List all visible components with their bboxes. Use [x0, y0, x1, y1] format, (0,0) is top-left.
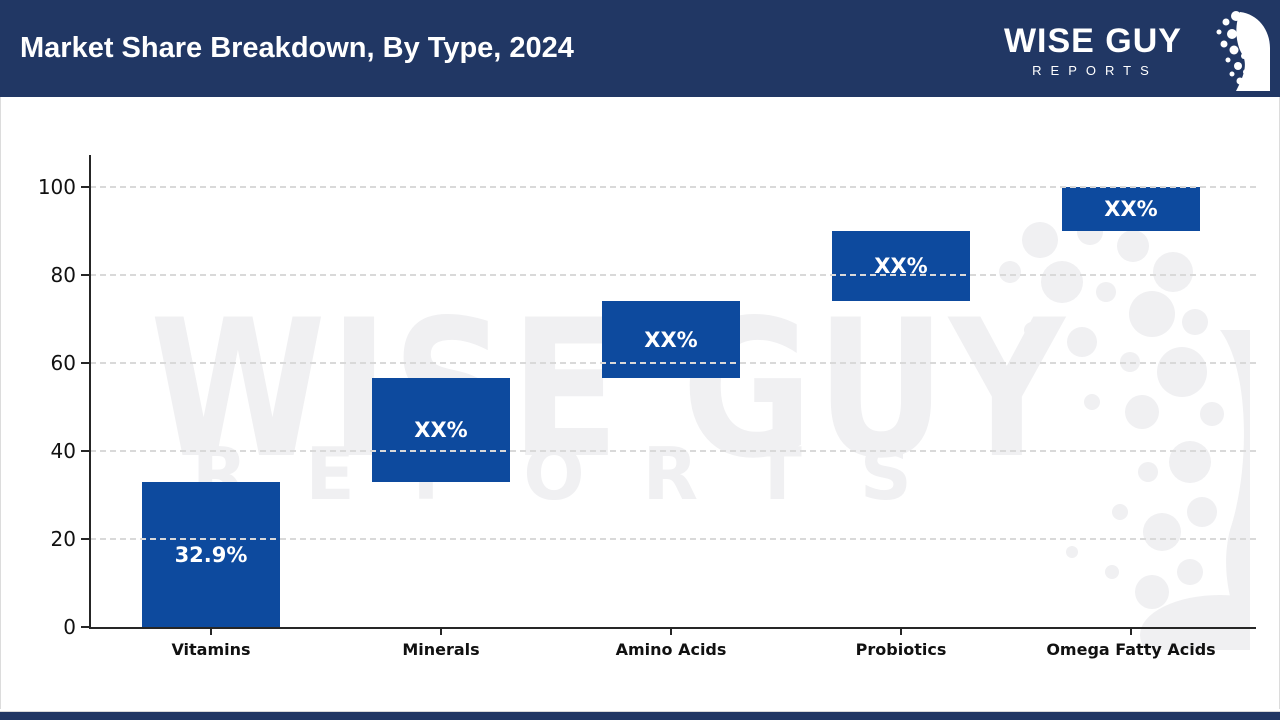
y-axis-spine: [89, 155, 91, 629]
y-tick: [81, 274, 89, 276]
x-tick-label: Omega Fatty Acids: [1046, 640, 1216, 659]
wise-guy-logo: WISE GUY REPORTS: [1004, 0, 1270, 97]
y-tick-label: 100: [37, 175, 76, 199]
x-tick: [210, 629, 212, 635]
gridline: [90, 362, 1256, 364]
x-tick: [1130, 629, 1132, 635]
bar-value-label: XX%: [1104, 197, 1158, 221]
footer-bar: [0, 712, 1280, 720]
x-tick-label: Probiotics: [855, 640, 947, 659]
y-tick: [81, 450, 89, 452]
gridline: [90, 186, 1256, 188]
y-tick-label: 60: [50, 351, 76, 375]
chart-title: Market Share Breakdown, By Type, 2024: [20, 32, 574, 64]
y-tick: [81, 626, 89, 628]
logo-wordmark: WISE GUY: [1003, 22, 1182, 60]
x-tick: [440, 629, 442, 635]
x-tick-label: Vitamins: [171, 640, 251, 659]
y-tick: [81, 186, 89, 188]
bar-value-label: XX%: [414, 418, 468, 443]
y-tick: [81, 538, 89, 540]
logo-text: WISE GUY REPORTS: [1004, 22, 1182, 78]
bar-value-label: 32.9%: [174, 542, 248, 567]
y-tick-label: 40: [50, 439, 76, 463]
footer-divider: [0, 711, 1280, 712]
y-tick-label: 80: [50, 263, 76, 287]
x-axis-spine: [89, 627, 1256, 629]
bar-omega-fatty-acids: [1062, 187, 1200, 231]
x-tick: [900, 629, 902, 635]
header-bar: Market Share Breakdown, By Type, 2024 WI…: [0, 0, 1280, 97]
bar-probiotics: [832, 231, 970, 302]
bar-minerals: [372, 378, 510, 483]
x-tick: [670, 629, 672, 635]
x-tick-label: Amino Acids: [615, 640, 727, 659]
watermark-face-icon: [999, 219, 1250, 650]
x-tick-label: Minerals: [402, 640, 480, 659]
gridline: [90, 274, 1256, 276]
gridline: [90, 450, 1256, 452]
logo-face-icon: [1216, 11, 1270, 91]
y-tick-label: 20: [50, 527, 76, 551]
y-tick: [81, 362, 89, 364]
gridline: [90, 538, 1256, 540]
y-tick-label: 0: [63, 615, 76, 639]
bar-value-label: XX%: [644, 327, 698, 352]
bar-value-label: XX%: [874, 254, 928, 279]
bar-vitamins: [142, 482, 280, 627]
logo-subtitle: REPORTS: [1032, 63, 1158, 78]
bar-amino-acids: [602, 301, 740, 379]
